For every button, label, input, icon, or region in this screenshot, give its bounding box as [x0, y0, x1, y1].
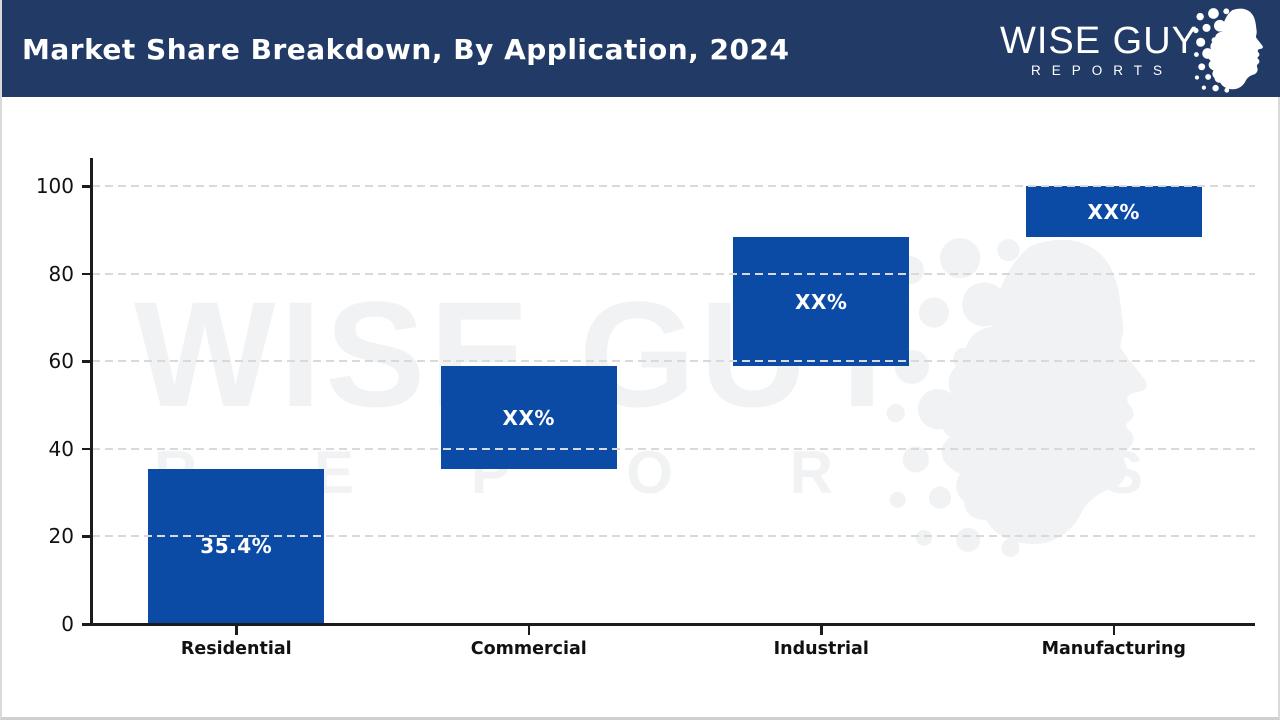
y-tick-label: 0 — [61, 612, 74, 636]
x-tick — [235, 626, 238, 635]
y-tick — [82, 185, 90, 188]
gridline-20 — [92, 535, 1255, 538]
x-tick — [527, 626, 530, 635]
bar-value-label: 35.4% — [200, 534, 273, 559]
header: Market Share Breakdown, By Application, … — [2, 0, 1280, 97]
y-tick-label: 60 — [48, 349, 74, 374]
brand-logo: WISE GUY REPORTS — [1000, 4, 1268, 96]
x-tick — [820, 626, 823, 635]
bar-commercial — [440, 366, 617, 469]
y-axis-line — [90, 158, 93, 626]
gridline-40 — [92, 447, 1255, 450]
x-tick-label-residential: Residential — [180, 639, 292, 659]
gridline-100 — [92, 185, 1255, 187]
bar-industrial — [733, 237, 910, 367]
bar-residential — [148, 468, 325, 624]
x-axis-line — [90, 623, 1255, 626]
y-tick-label: 100 — [35, 174, 74, 198]
bar-manufacturing — [1025, 186, 1202, 238]
x-tick-label-industrial: Industrial — [773, 639, 869, 659]
x-tick-label-commercial: Commercial — [470, 639, 587, 659]
brand-logo-text: WISE GUY REPORTS — [999, 19, 1198, 79]
y-tick — [82, 447, 90, 451]
y-tick-label: 80 — [48, 261, 74, 286]
y-tick-label: 40 — [48, 436, 74, 461]
x-tick — [1112, 626, 1115, 635]
y-tick — [82, 360, 90, 363]
bar-value-label: XX% — [502, 405, 555, 430]
brand-name: WISE GUY — [999, 19, 1198, 62]
y-tick-label: 20 — [48, 524, 74, 549]
brand-subname: REPORTS — [1030, 63, 1173, 79]
bar-value-label: XX% — [1087, 199, 1140, 224]
y-tick — [82, 535, 90, 538]
y-tick — [82, 623, 90, 626]
x-tick-label-manufacturing: Manufacturing — [1041, 639, 1186, 659]
gridline-60 — [92, 360, 1255, 363]
bar-value-label: XX% — [795, 289, 848, 314]
page-title: Market Share Breakdown, By Application, … — [22, 33, 790, 66]
brand-head-icon — [1192, 6, 1268, 94]
y-tick — [82, 272, 90, 276]
gridline-80 — [92, 272, 1255, 275]
